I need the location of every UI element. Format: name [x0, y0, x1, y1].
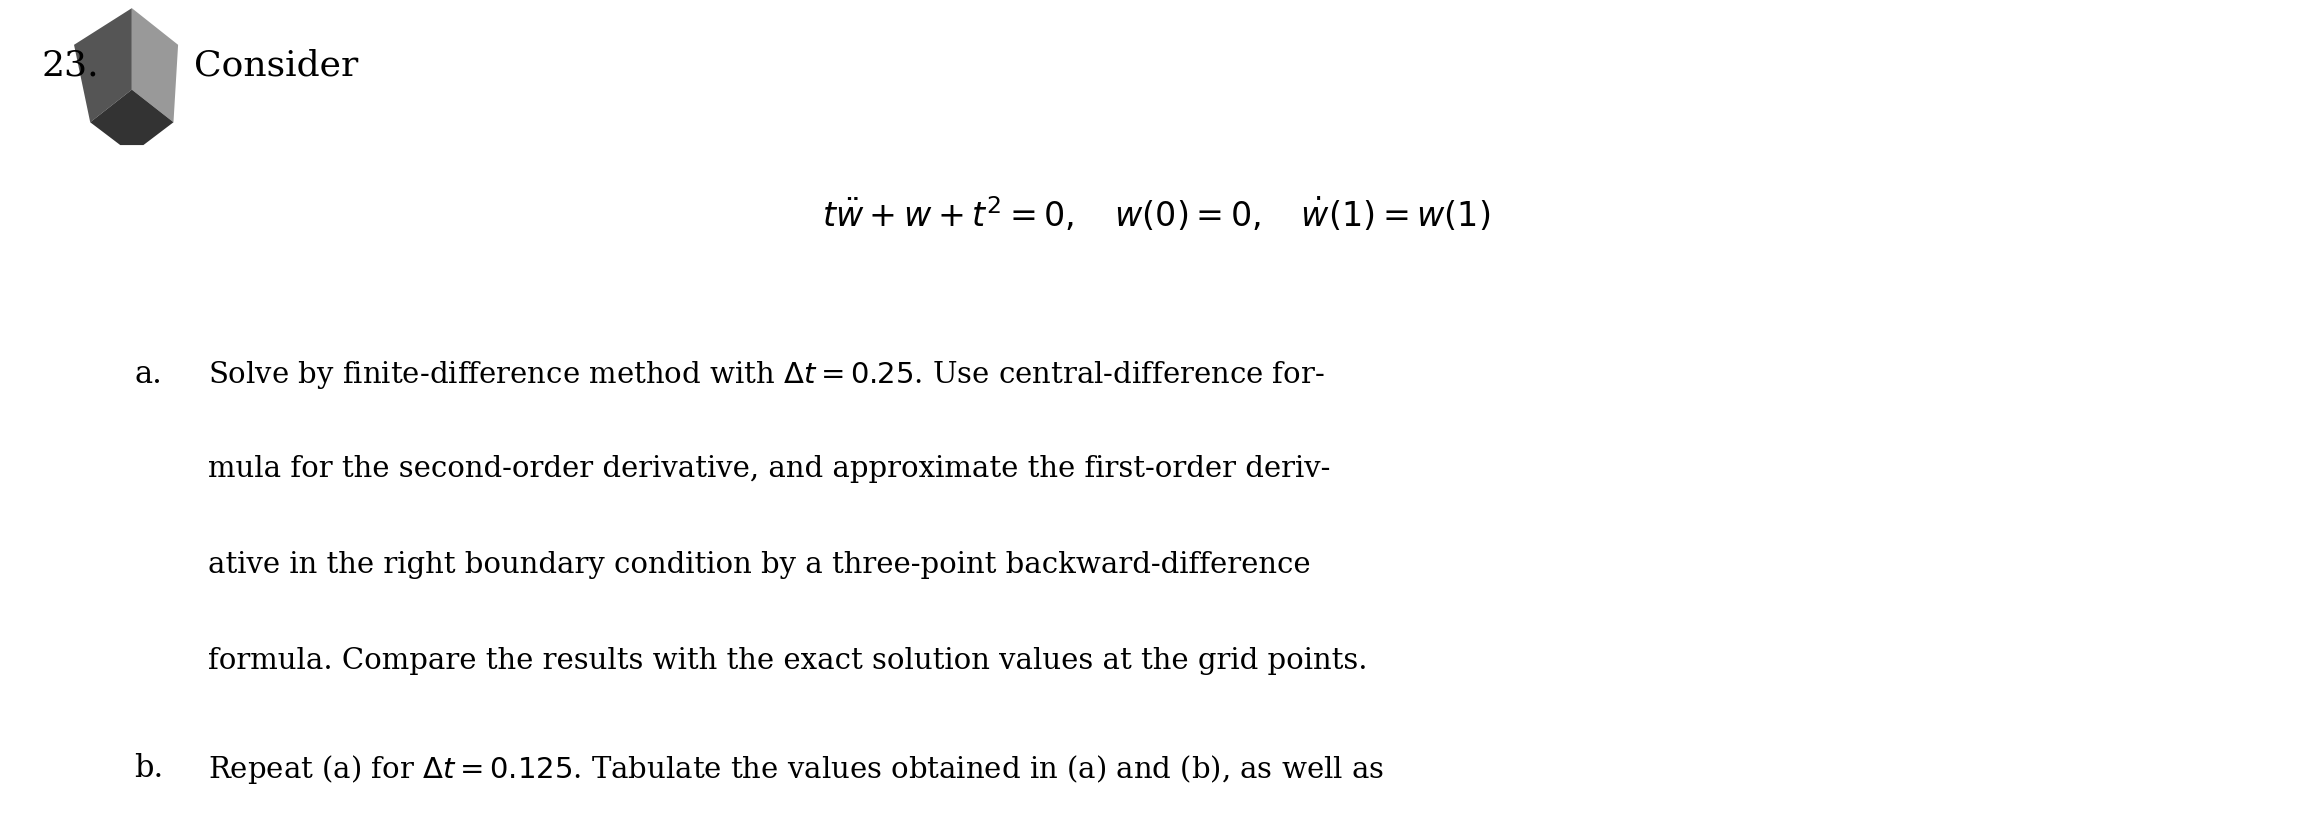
Text: Repeat (a) for $\Delta t = 0.125$. Tabulate the values obtained in (a) and (b), : Repeat (a) for $\Delta t = 0.125$. Tabul… — [208, 753, 1383, 786]
Polygon shape — [132, 8, 178, 122]
Polygon shape — [90, 90, 173, 145]
Text: Consider: Consider — [194, 49, 359, 83]
Text: $t\ddot{w} + w + t^2 = 0, \quad w(0) = 0, \quad \dot{w}(1) = w(1)$: $t\ddot{w} + w + t^2 = 0, \quad w(0) = 0… — [823, 196, 1490, 235]
Text: ative in the right boundary condition by a three-point backward-difference: ative in the right boundary condition by… — [208, 551, 1311, 579]
Text: formula. Compare the results with the exact solution values at the grid points.: formula. Compare the results with the ex… — [208, 647, 1367, 675]
Text: a.: a. — [134, 359, 162, 390]
Text: mula for the second-order derivative, and approximate the first-order deriv-: mula for the second-order derivative, an… — [208, 455, 1330, 482]
Polygon shape — [74, 8, 132, 122]
Text: Solve by finite-difference method with $\Delta t = 0.25$. Use central-difference: Solve by finite-difference method with $… — [208, 359, 1325, 390]
Text: b.: b. — [134, 753, 164, 784]
Text: 23.: 23. — [42, 49, 99, 83]
